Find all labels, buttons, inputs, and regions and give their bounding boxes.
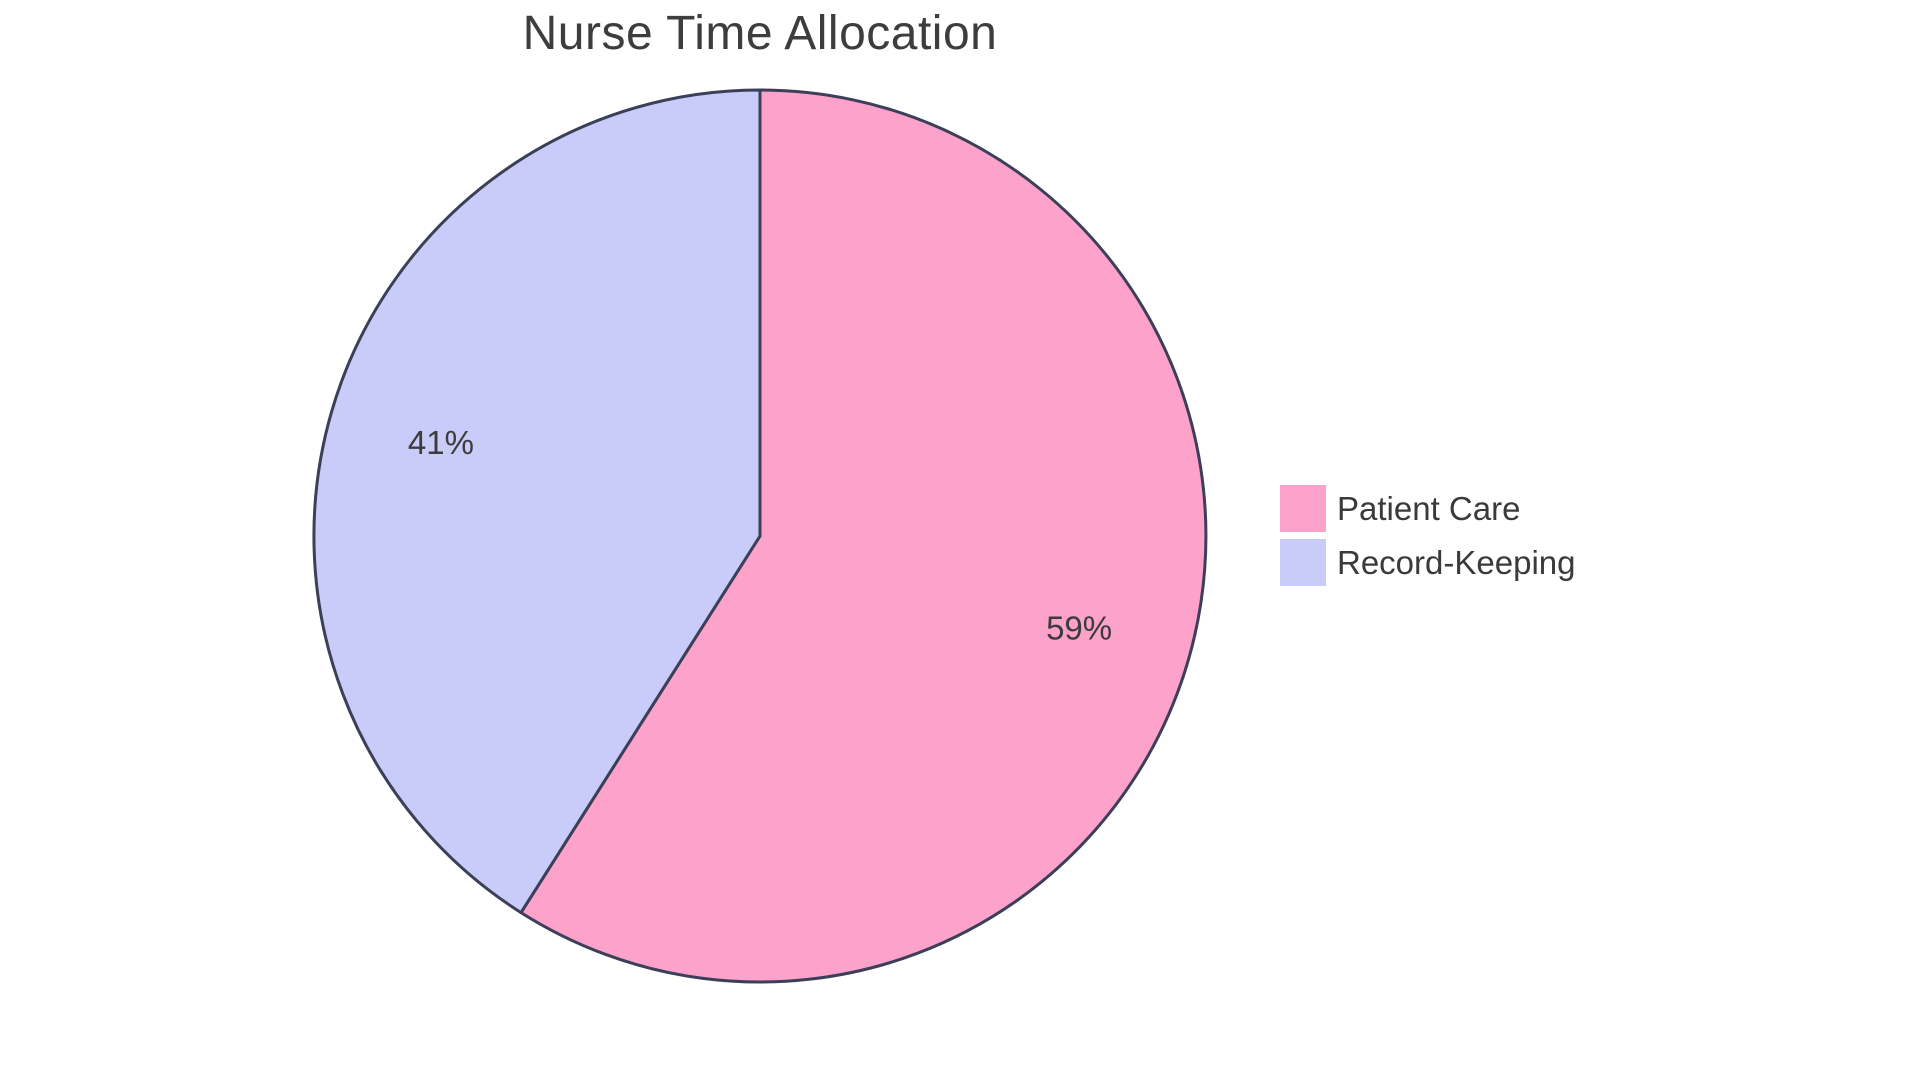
pie-slice-patient-care	[519, 88, 1208, 984]
legend-row: Patient Care	[1280, 485, 1575, 532]
pie-slice-record-keeping	[312, 88, 762, 915]
legend: Patient Care Record-Keeping	[1280, 485, 1575, 593]
slice-label: 41%	[408, 424, 474, 461]
chart-title: Nurse Time Allocation	[522, 7, 998, 60]
legend-swatch-patient-care-icon	[1280, 485, 1326, 532]
slice-label: 59%	[1046, 609, 1112, 646]
legend-row: Record-Keeping	[1280, 539, 1575, 586]
legend-label-record-keeping: Record-Keeping	[1337, 543, 1576, 581]
legend-swatch-record-keeping-icon	[1280, 539, 1326, 586]
legend-label-patient-care: Patient Care	[1337, 489, 1521, 527]
